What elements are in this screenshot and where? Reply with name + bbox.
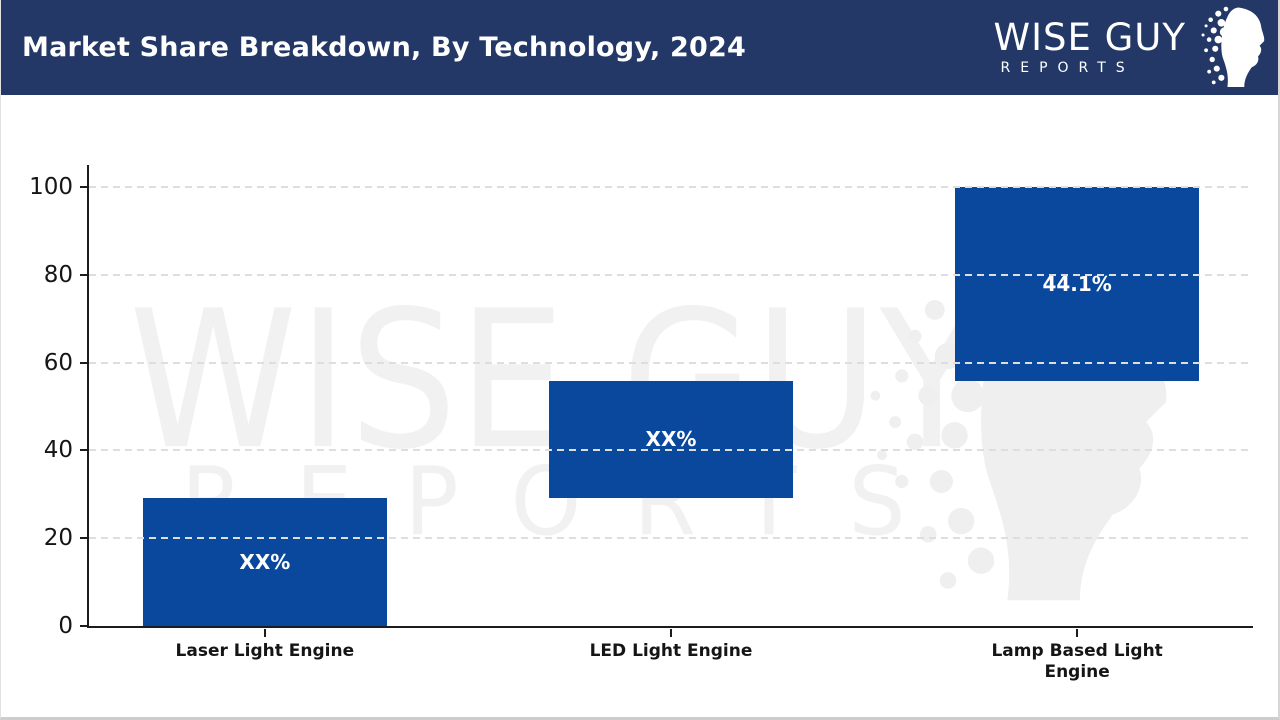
y-tick-mark [80,625,89,627]
x-axis-label: LED Light Engine [589,641,753,661]
plot-area: 0 20 40 60 80 100 XX% Laser Light Engine XX% LED … [29,165,1253,682]
gridline-y-60 [89,361,1253,364]
logo-wiseguy-label: WISE GUY [993,16,1186,59]
bar-value-label: XX% [239,549,291,574]
bar-value-label: 44.1% [1042,271,1112,296]
gridline-y-20 [89,537,1253,540]
y-axis-tick-label: 80 [43,261,73,288]
bar-value-label: XX% [645,427,697,452]
wiseguy-logo: WISE GUY REPORTS [994,6,1278,90]
x-tick-mark [1076,628,1079,637]
y-axis-tick-label: 60 [43,349,73,376]
y-tick-mark [80,185,89,188]
page-title: Market Share Breakdown, By Technology, 2… [22,32,747,63]
logo-reports-label: REPORTS [1000,60,1135,76]
wiseguy-logo-text: WISE GUY REPORTS [994,19,1186,76]
y-tick-mark [80,361,89,364]
x-axis-label: Laser Light Engine [175,641,355,661]
y-axis-tick-label: 20 [43,525,73,552]
x-axis-label: Lamp Based Light Engine [991,641,1163,683]
y-tick-mark [80,273,89,276]
gridline-y-100 [89,185,1253,188]
y-axis-tick-label: 0 [58,613,73,639]
x-tick-mark [670,628,672,637]
gridline-y-40 [89,449,1253,452]
bar-1 [143,497,387,626]
bar-2 [549,380,793,498]
y-tick-mark [80,449,89,452]
y-tick-mark [80,537,89,540]
y-axis-tick-label: 40 [43,437,73,464]
y-axis-tick-label: 100 [29,173,73,200]
gridline-y-80 [89,273,1253,276]
x-tick-mark [263,628,266,637]
header-bar: Market Share Breakdown, By Technology, 2… [1,0,1278,95]
wiseguy-face-icon [1201,6,1265,87]
